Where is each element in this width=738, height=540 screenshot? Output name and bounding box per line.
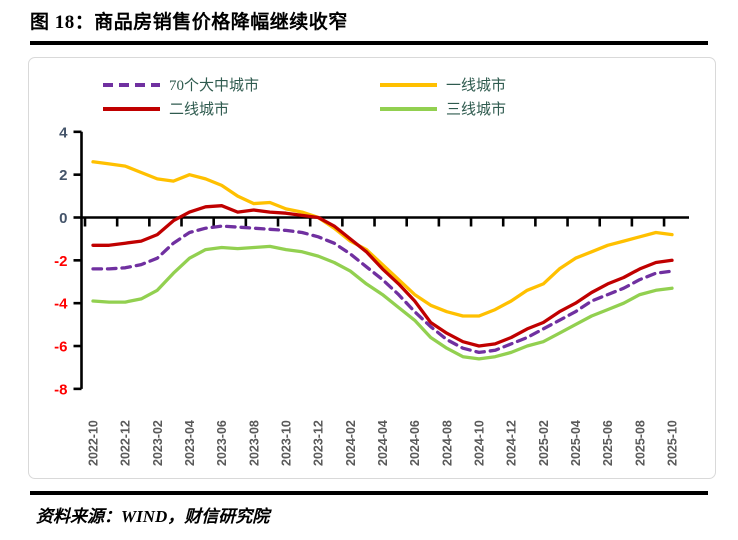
x-tick-label: 2024-12 xyxy=(505,420,519,466)
chart-legend: 70个大中城市 一线城市 二线城市 三线城市 xyxy=(103,76,507,118)
series-line-二线城市 xyxy=(91,204,674,348)
x-tick-label: 2025-02 xyxy=(537,420,551,466)
x-tick-label: 2023-10 xyxy=(280,420,294,466)
series-line-三线城市 xyxy=(91,244,674,361)
x-tick-label: 2024-08 xyxy=(440,420,454,466)
y-tick-label: -4 xyxy=(54,296,68,313)
x-tick-label: 2023-12 xyxy=(312,420,326,466)
x-tick-label: 2023-02 xyxy=(151,420,165,466)
chart-frame xyxy=(28,57,716,479)
legend-label: 二线城市 xyxy=(169,102,230,118)
series-line-一线城市 xyxy=(91,160,674,318)
source-note: 资料来源：WIND，财信研究院 xyxy=(36,507,270,526)
figure-title: 图 18：商品房销售价格降幅继续收窄 xyxy=(30,12,348,33)
legend-line-swatch xyxy=(380,106,437,111)
x-tick-label: 2024-02 xyxy=(344,420,358,466)
legend-item-tier3-cities: 三线城市 xyxy=(380,100,507,118)
x-tick-label: 2025-04 xyxy=(569,420,583,466)
legend-label: 一线城市 xyxy=(446,78,507,94)
y-tick-label: 2 xyxy=(59,167,67,184)
legend-label: 三线城市 xyxy=(446,102,507,118)
legend-item-tier2-cities: 二线城市 xyxy=(103,100,380,118)
legend-item-70-cities: 70个大中城市 xyxy=(103,76,380,94)
x-tick-label: 2025-10 xyxy=(666,420,680,466)
y-tick-label: -6 xyxy=(54,339,67,356)
series-line-70个大中城市 xyxy=(91,224,674,355)
footer-divider xyxy=(30,491,708,495)
legend-line-swatch-dashed xyxy=(103,82,160,87)
legend-label: 70个大中城市 xyxy=(169,78,260,94)
y-tick-label: 4 xyxy=(59,124,68,141)
y-tick-label: -8 xyxy=(54,381,67,398)
x-tick-label: 2024-06 xyxy=(408,420,422,466)
x-tick-label: 2023-04 xyxy=(183,420,197,466)
x-tick-label: 2025-08 xyxy=(633,420,647,466)
x-tick-label: 2022-10 xyxy=(87,420,101,466)
x-tick-label: 2024-04 xyxy=(376,420,390,466)
y-tick-label: -2 xyxy=(54,253,67,270)
x-tick-label: 2025-06 xyxy=(601,420,615,466)
title-divider xyxy=(30,41,708,45)
legend-line-swatch xyxy=(380,82,437,87)
x-tick-label: 2023-08 xyxy=(247,420,261,466)
legend-line-swatch xyxy=(103,106,160,111)
legend-item-tier1-cities: 一线城市 xyxy=(380,76,507,94)
x-tick-label: 2024-10 xyxy=(473,420,487,466)
x-tick-label: 2022-12 xyxy=(119,420,133,466)
y-tick-label: 0 xyxy=(59,210,67,227)
x-tick-label: 2023-06 xyxy=(215,420,229,466)
